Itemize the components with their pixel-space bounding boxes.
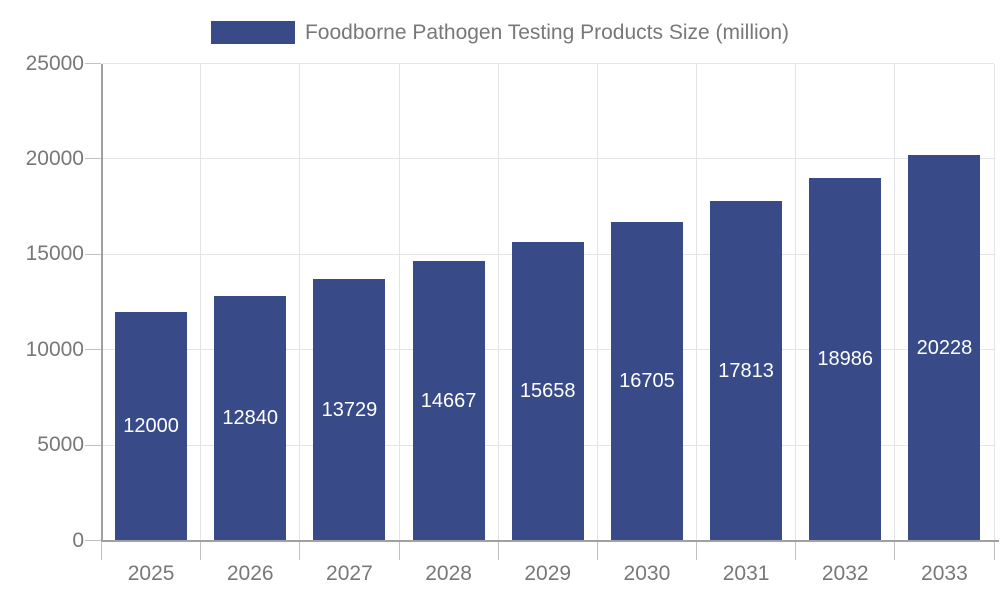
x-axis-tick: [101, 540, 102, 560]
y-axis-line: [100, 63, 103, 541]
bar-value-label: 13729: [321, 398, 378, 421]
x-axis-label: 2032: [821, 562, 869, 585]
bar-2032: [809, 178, 882, 541]
bar-2033: [908, 154, 981, 541]
y-axis-label: 20000: [25, 146, 84, 170]
bar-value-label: 18986: [817, 348, 874, 371]
x-axis-tick: [696, 540, 697, 560]
x-gridline: [993, 63, 995, 541]
legend-swatch: [210, 21, 295, 44]
x-gridline: [200, 63, 202, 541]
x-axis-label: 2029: [524, 562, 572, 585]
x-axis-tick: [993, 540, 995, 560]
x-gridline: [497, 63, 499, 541]
y-axis-tick: [85, 253, 101, 255]
x-gridline: [894, 63, 896, 541]
y-axis-tick: [85, 63, 101, 64]
x-axis-tick: [299, 540, 301, 560]
x-axis-tick: [497, 540, 499, 560]
x-axis-label: 2031: [722, 562, 770, 585]
x-axis-tick: [398, 540, 400, 560]
x-gridline: [299, 63, 301, 541]
x-gridline: [795, 63, 797, 541]
x-axis-label: 2028: [425, 562, 472, 585]
x-gridline: [596, 63, 598, 541]
bar-value-label: 17813: [718, 359, 774, 382]
y-gridline: [101, 63, 994, 64]
bar-2025: [115, 311, 188, 541]
y-axis-tick: [85, 540, 101, 541]
bar-2028: [412, 260, 485, 541]
bar-value-label: 16705: [619, 370, 675, 393]
bar-2026: [214, 295, 287, 541]
y-axis-label: 5000: [37, 433, 84, 457]
x-axis-tick: [200, 540, 202, 560]
y-axis-label: 25000: [25, 51, 84, 75]
x-axis-label: 2025: [127, 562, 175, 585]
y-axis-label: 10000: [25, 337, 84, 361]
y-gridline: [101, 158, 994, 160]
x-axis-label: 2030: [623, 562, 671, 585]
y-axis-label: 0: [72, 528, 84, 552]
x-axis-label: 2026: [226, 562, 274, 585]
x-axis-label: 2027: [326, 562, 373, 585]
bar-2027: [313, 278, 386, 541]
bar-value-label: 12840: [222, 407, 279, 429]
x-gridline: [398, 63, 400, 541]
bar-2029: [511, 241, 584, 541]
x-axis-tick: [795, 540, 797, 560]
bar-value-label: 14667: [420, 389, 477, 412]
x-gridline: [696, 63, 697, 541]
x-axis-tick: [894, 540, 896, 560]
legend-label: Foodborne Pathogen Testing Products Size…: [304, 20, 790, 44]
x-axis-label: 2033: [921, 562, 968, 585]
bar-2030: [610, 221, 683, 541]
bar-2031: [710, 200, 783, 541]
y-axis-tick: [85, 444, 101, 446]
chart-legend[interactable]: Foodborne Pathogen Testing Products Size…: [0, 20, 1000, 45]
bar-value-label: 20228: [916, 336, 973, 359]
bar-value-label: 15658: [519, 380, 576, 403]
bar-value-label: 12000: [123, 415, 179, 438]
y-axis-label: 15000: [25, 242, 84, 266]
x-axis-line: [100, 539, 999, 542]
x-axis-tick: [596, 540, 598, 560]
y-axis-tick: [85, 158, 101, 160]
y-axis-tick: [85, 349, 101, 351]
